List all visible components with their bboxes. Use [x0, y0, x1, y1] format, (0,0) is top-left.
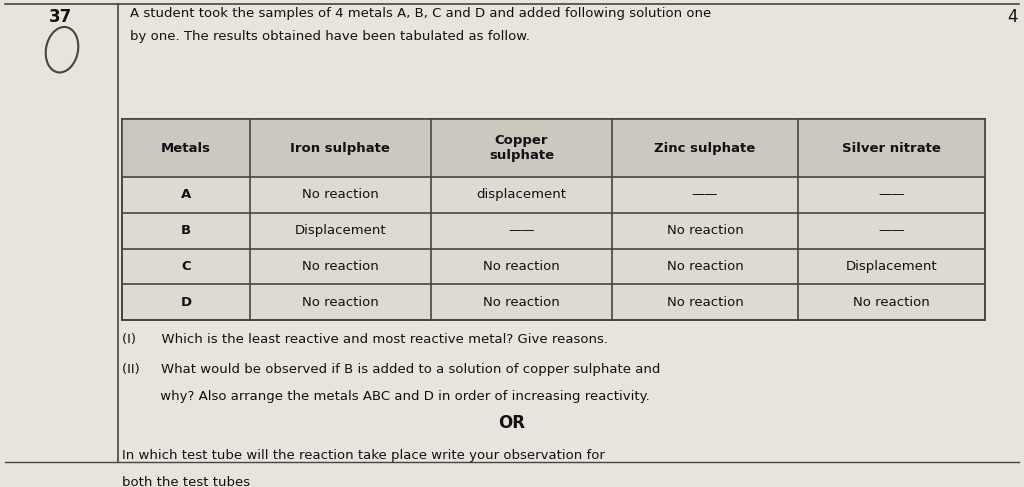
Text: Silver nitrate: Silver nitrate	[842, 142, 941, 155]
Text: C: C	[181, 260, 190, 273]
Text: No reaction: No reaction	[667, 224, 743, 237]
Text: ——: ——	[879, 224, 904, 237]
Text: D: D	[180, 296, 191, 309]
Text: OR: OR	[499, 413, 525, 431]
Text: Zinc sulphate: Zinc sulphate	[654, 142, 756, 155]
Bar	[122, 119, 985, 320]
Text: B: B	[181, 224, 190, 237]
Text: (I)      Which is the least reactive and most reactive metal? Give reasons.: (I) Which is the least reactive and most…	[122, 333, 608, 346]
Text: No reaction: No reaction	[302, 188, 379, 201]
Text: No reaction: No reaction	[853, 296, 930, 309]
Text: No reaction: No reaction	[483, 296, 560, 309]
Text: (II)     What would be observed if B is added to a solution of copper sulphate a: (II) What would be observed if B is adde…	[122, 363, 660, 376]
Text: No reaction: No reaction	[667, 296, 743, 309]
Text: A student took the samples of 4 metals A, B, C and D and added following solutio: A student took the samples of 4 metals A…	[130, 7, 712, 20]
Text: displacement: displacement	[476, 188, 566, 201]
Text: Iron sulphate: Iron sulphate	[291, 142, 390, 155]
Text: No reaction: No reaction	[667, 260, 743, 273]
Text: Displacement: Displacement	[846, 260, 937, 273]
Text: No reaction: No reaction	[483, 260, 560, 273]
Text: ——: ——	[879, 188, 904, 201]
Text: why? Also arrange the metals ABC and D in order of increasing reactivity.: why? Also arrange the metals ABC and D i…	[122, 390, 650, 403]
Text: by one. The results obtained have been tabulated as follow.: by one. The results obtained have been t…	[130, 30, 530, 43]
Text: 4: 4	[1007, 8, 1017, 26]
Text: Copper
sulphate: Copper sulphate	[489, 134, 554, 162]
Text: ——: ——	[691, 188, 718, 201]
Text: Displacement: Displacement	[295, 224, 386, 237]
Text: In which test tube will the reaction take place write your observation for: In which test tube will the reaction tak…	[122, 450, 605, 462]
Text: both the test tubes: both the test tubes	[122, 476, 250, 487]
Text: No reaction: No reaction	[302, 296, 379, 309]
Text: ——: ——	[508, 224, 535, 237]
Text: A: A	[181, 188, 191, 201]
Bar	[122, 119, 985, 177]
Text: Metals: Metals	[161, 142, 211, 155]
Text: 37: 37	[48, 8, 72, 26]
Text: No reaction: No reaction	[302, 260, 379, 273]
